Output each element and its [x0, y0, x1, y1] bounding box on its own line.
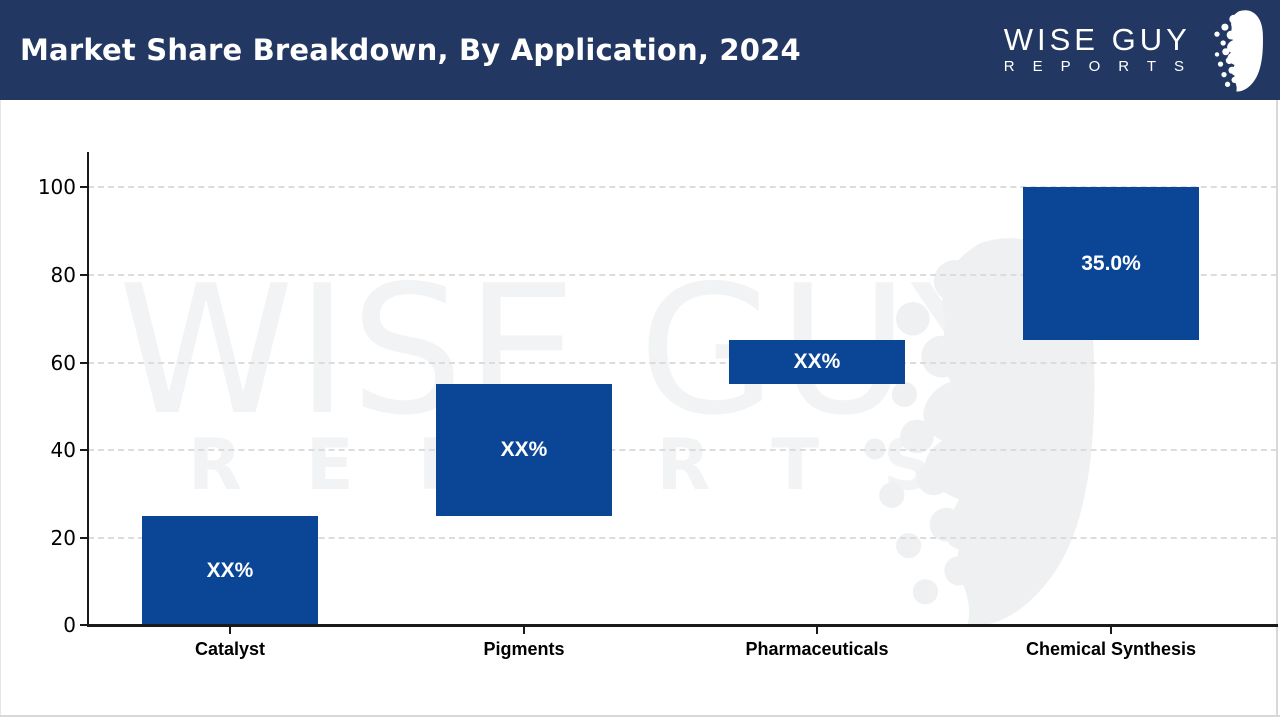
y-tick-80: [80, 274, 87, 276]
y-tick-0: [80, 624, 87, 626]
gridline-40: [88, 449, 1277, 451]
y-tick-40: [80, 449, 87, 451]
y-tick-100: [80, 186, 87, 188]
gridline-20: [88, 537, 1277, 539]
x-axis-line: [87, 624, 1278, 627]
y-tick-label: 80: [50, 263, 76, 287]
y-tick-60: [80, 362, 87, 364]
x-tick-pigments: [523, 627, 525, 634]
gridline-100: [88, 186, 1277, 188]
bar-value-label: XX%: [206, 558, 254, 582]
bar-chemical-synthesis: 35.0%: [1023, 187, 1199, 340]
x-tick-pharmaceuticals: [816, 627, 818, 634]
logo-text: WISE GUY REPORTS: [1004, 24, 1202, 75]
x-label-pigments: Pigments: [483, 639, 565, 659]
wise-guy-reports-logo: WISE GUY REPORTS: [1004, 6, 1270, 94]
x-label-catalyst: Catalyst: [194, 639, 266, 659]
bar-pigments: XX%: [436, 384, 612, 516]
y-tick-label: 40: [50, 438, 76, 462]
x-tick-catalyst: [229, 627, 231, 634]
logo-face-dots-icon: [1214, 10, 1263, 92]
card-border-bottom: [0, 715, 1280, 717]
y-tick-label: 100: [37, 175, 76, 199]
logo-subtitle: REPORTS: [1003, 58, 1202, 76]
y-tick-label: 0: [63, 613, 76, 637]
page-title: Market Share Breakdown, By Application, …: [20, 33, 801, 67]
y-tick-label: 60: [50, 351, 76, 375]
y-axis-line: [87, 152, 89, 627]
bar-value-label: XX%: [793, 350, 841, 373]
y-tick-20: [80, 537, 87, 539]
gridline-80: [88, 274, 1277, 276]
x-label-chemical-synthesis: Chemical Synthesis: [1025, 639, 1197, 659]
card-border-left: [0, 100, 1, 717]
bar-catalyst: XX%: [142, 516, 318, 625]
bar-pharmaceuticals: XX%: [729, 340, 905, 384]
gridline-60: [88, 362, 1277, 364]
header-bar: Market Share Breakdown, By Application, …: [0, 0, 1280, 100]
bar-value-label: 35.0%: [1081, 251, 1141, 275]
y-tick-label: 20: [50, 526, 76, 550]
bar-value-label: XX%: [500, 438, 548, 461]
logo-wordmark: WISE GUY: [1003, 22, 1191, 58]
card-border-right: [1276, 100, 1278, 717]
x-label-pharmaceuticals: Pharmaceuticals: [745, 639, 889, 659]
x-tick-chemical-synthesis: [1110, 627, 1112, 634]
